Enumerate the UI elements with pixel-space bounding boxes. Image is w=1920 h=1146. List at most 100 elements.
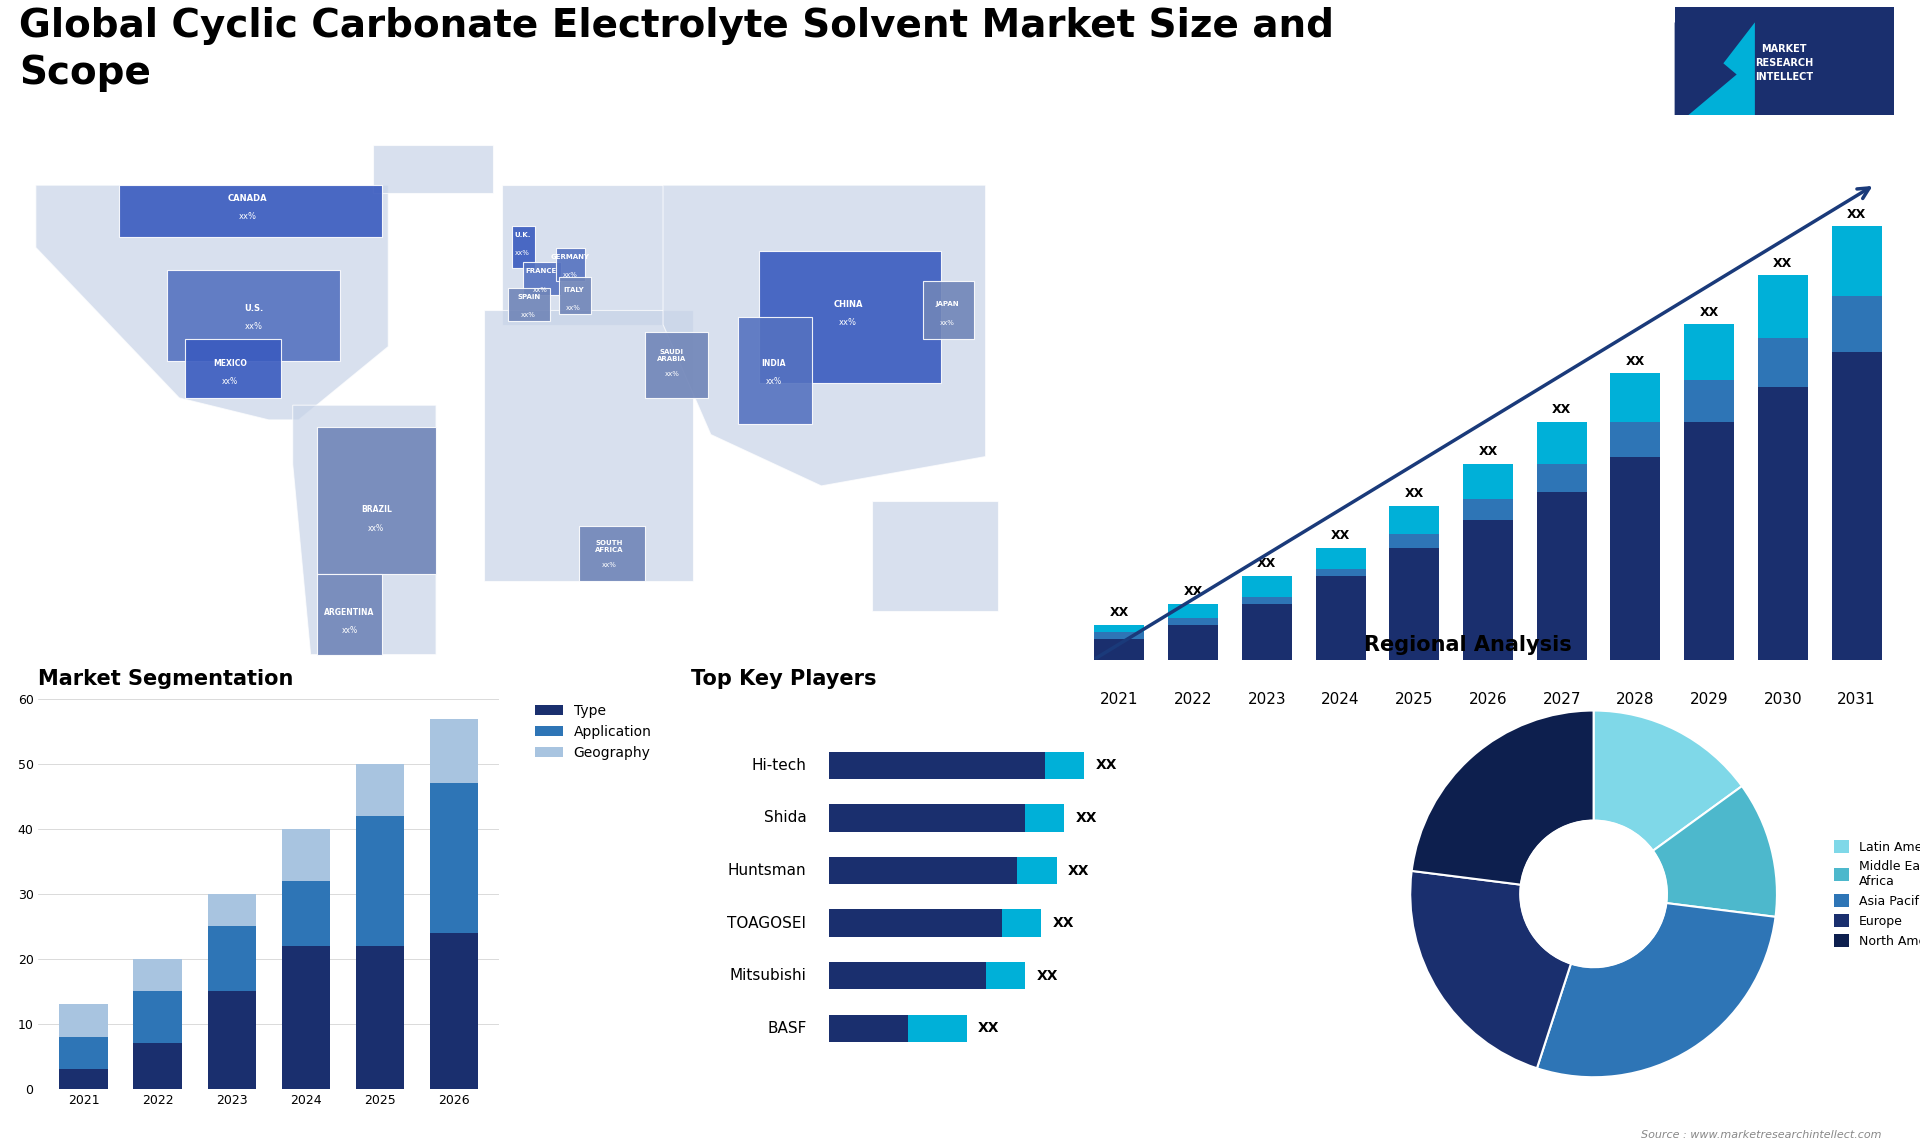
Text: SOUTH
AFRICA: SOUTH AFRICA [595, 540, 624, 552]
Bar [282, 829, 330, 881]
Polygon shape [522, 262, 561, 296]
Polygon shape [1674, 22, 1736, 127]
Bar [60, 1069, 108, 1089]
Bar [1684, 324, 1734, 380]
Bar [1315, 568, 1365, 575]
Bar [1315, 548, 1365, 568]
Text: xx%: xx% [563, 272, 578, 278]
Circle shape [1521, 821, 1667, 967]
Text: XX: XX [1183, 586, 1202, 598]
Bar [1167, 625, 1217, 660]
Text: XX: XX [1068, 863, 1091, 878]
Text: XX: XX [1331, 529, 1350, 542]
Text: XX: XX [1258, 557, 1277, 571]
Bar [355, 764, 403, 816]
Bar [1684, 422, 1734, 660]
Polygon shape [36, 186, 388, 419]
Bar [430, 933, 478, 1089]
Bar [829, 963, 987, 989]
Text: XX: XX [1052, 916, 1073, 931]
Text: XX: XX [1405, 487, 1425, 501]
Text: ITALY: ITALY [563, 286, 584, 292]
Bar [1044, 752, 1085, 779]
Bar [1242, 597, 1292, 604]
Text: Top Key Players: Top Key Players [691, 669, 877, 689]
Text: XX: XX [1699, 306, 1718, 319]
Polygon shape [184, 339, 280, 398]
Text: Regional Analysis: Regional Analysis [1365, 635, 1572, 654]
Polygon shape [513, 226, 534, 268]
Polygon shape [372, 144, 493, 193]
Polygon shape [292, 406, 436, 654]
Text: XX: XX [1626, 354, 1645, 368]
Bar [1390, 534, 1440, 548]
Polygon shape [924, 281, 973, 339]
Bar [1759, 387, 1809, 660]
Bar [1094, 638, 1144, 660]
Bar [1018, 857, 1056, 885]
Polygon shape [872, 501, 998, 611]
Text: SAUDI
ARABIA: SAUDI ARABIA [657, 350, 687, 362]
Polygon shape [484, 309, 693, 581]
Text: xx%: xx% [246, 322, 263, 331]
Text: xx%: xx% [520, 313, 536, 319]
Text: XX: XX [1110, 606, 1129, 619]
Text: CANADA: CANADA [228, 194, 267, 203]
Bar [355, 816, 403, 945]
Wedge shape [1411, 711, 1594, 885]
Bar [1832, 227, 1882, 297]
Bar [829, 1014, 908, 1042]
Bar [1611, 457, 1661, 660]
Text: FRANCE: FRANCE [524, 268, 557, 274]
Bar [1463, 464, 1513, 499]
Bar [829, 752, 1044, 779]
Text: Market Segmentation: Market Segmentation [38, 669, 294, 689]
Bar [1759, 338, 1809, 387]
Text: Source : www.marketresearchintellect.com: Source : www.marketresearchintellect.com [1642, 1130, 1882, 1140]
Bar [1832, 297, 1882, 352]
Text: XX: XX [1774, 257, 1793, 269]
Bar [1611, 422, 1661, 457]
Legend: Type, Application, Geography: Type, Application, Geography [530, 698, 657, 766]
Wedge shape [1536, 903, 1776, 1077]
Polygon shape [645, 332, 708, 398]
Text: U.K.: U.K. [515, 231, 532, 237]
Polygon shape [559, 277, 591, 314]
Bar [1002, 910, 1041, 936]
Bar [1025, 804, 1064, 832]
Bar [1463, 499, 1513, 520]
Bar [60, 1004, 108, 1037]
Bar [1242, 604, 1292, 660]
Text: xx%: xx% [515, 250, 530, 256]
Text: xx%: xx% [566, 305, 582, 311]
Text: xx%: xx% [766, 377, 781, 386]
Bar [987, 963, 1025, 989]
Bar [207, 926, 255, 991]
Text: xx%: xx% [664, 371, 680, 377]
Bar [1536, 422, 1586, 464]
Text: U.S.: U.S. [244, 304, 263, 313]
Bar [1094, 631, 1144, 638]
Wedge shape [1594, 711, 1741, 850]
Bar [1611, 374, 1661, 422]
Bar [1674, 8, 1893, 142]
Polygon shape [580, 526, 645, 581]
Bar [1315, 575, 1365, 660]
Polygon shape [758, 251, 941, 383]
Text: XX: XX [1037, 968, 1058, 983]
Bar [1094, 625, 1144, 631]
Bar [908, 1014, 966, 1042]
Text: INDIA: INDIA [762, 359, 785, 368]
Wedge shape [1411, 871, 1571, 1068]
Text: XX: XX [1478, 446, 1498, 458]
Text: xx%: xx% [369, 524, 384, 533]
Text: GERMANY: GERMANY [551, 253, 589, 260]
Polygon shape [317, 574, 382, 654]
Bar [1390, 505, 1440, 534]
Text: JAPAN: JAPAN [935, 301, 958, 307]
Text: xx%: xx% [238, 212, 257, 221]
Polygon shape [501, 186, 662, 324]
Polygon shape [119, 186, 382, 236]
Polygon shape [555, 248, 586, 281]
Polygon shape [167, 269, 340, 361]
